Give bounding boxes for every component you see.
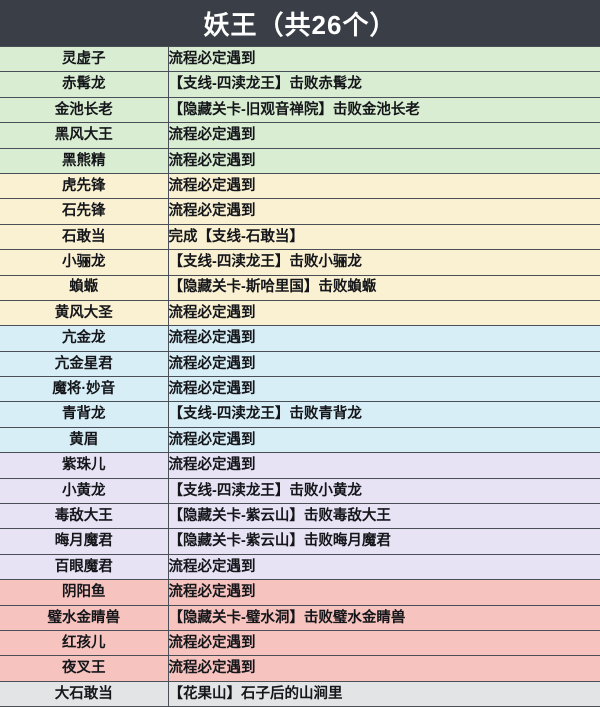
table-row[interactable]: 百眼魔君 流程必定遇到 [0,553,600,581]
boss-name-cell: 青背龙 [0,401,169,428]
boss-name-cell: 虎先锋 [0,172,169,200]
boss-unlock-cell: 【隐藏关卡-斯哈里国】击败蝜蝂 [168,274,600,301]
boss-unlock-cell: 流程必定遇到 [168,553,600,581]
table-row[interactable]: 亢金星君 流程必定遇到 [0,350,600,378]
boss-name-cell: 亢金龙 [0,325,169,352]
table-row[interactable]: 灵虚子 流程必定遇到 [0,45,600,73]
page-title-text: 妖王（共26个） [203,9,397,40]
boss-unlock-cell: 流程必定遇到 [168,299,600,327]
table-row[interactable]: 青背龙 【支线-四渎龙王】击败青背龙 [0,401,600,428]
table-row[interactable]: 黄眉 流程必定遇到 [0,426,600,454]
boss-unlock-cell: 流程必定遇到 [168,350,600,378]
boss-name-cell: 大石敢当 [0,680,169,707]
boss-table-body: 灵虚子 流程必定遇到 赤髯龙 【支线-四渎龙王】击败赤髯龙 金池长老 【隐藏关卡-旧观音禅… [0,45,600,707]
boss-name-cell: 金池长老 [0,96,169,124]
boss-unlock-cell: 流程必定遇到 [168,172,600,200]
table-row[interactable]: 黑风大王 流程必定遇到 [0,122,600,149]
table-row[interactable]: 小骊龙 【支线-四渎龙王】击败小骊龙 [0,249,600,276]
boss-name-cell: 赤髯龙 [0,71,169,98]
boss-name-cell: 小骊龙 [0,249,169,276]
table-row[interactable]: 蝜蝂 【隐藏关卡-斯哈里国】击败蝜蝂 [0,274,600,301]
table-row[interactable]: 紫珠儿 流程必定遇到 [0,452,600,479]
boss-unlock-cell: 流程必定遇到 [168,426,600,454]
boss-unlock-cell: 流程必定遇到 [168,122,600,149]
table-row[interactable]: 璧水金睛兽 【隐藏关卡-璧水洞】击败璧水金睛兽 [0,604,600,631]
boss-name-cell: 晦月魔君 [0,528,169,555]
boss-unlock-cell: 流程必定遇到 [168,147,600,174]
boss-unlock-cell: 【隐藏关卡-紫云山】击败晦月魔君 [168,528,600,555]
boss-unlock-cell: 流程必定遇到 [168,325,600,352]
boss-unlock-cell: 流程必定遇到 [168,376,600,403]
boss-unlock-cell: 流程必定遇到 [168,629,600,657]
boss-name-cell: 亢金星君 [0,350,169,378]
boss-name-cell: 红孩儿 [0,629,169,657]
boss-unlock-cell: 【支线-四渎龙王】击败青背龙 [168,401,600,428]
table-row[interactable]: 亢金龙 流程必定遇到 [0,325,600,352]
boss-unlock-cell: 流程必定遇到 [168,452,600,479]
boss-unlock-cell: 【隐藏关卡-紫云山】击败毒敌大王 [168,503,600,530]
boss-table: 灵虚子 流程必定遇到 赤髯龙 【支线-四渎龙王】击败赤髯龙 金池长老 【隐藏关卡-旧观音禅… [0,45,600,707]
boss-name-cell: 石敢当 [0,223,169,251]
table-row[interactable]: 毒敌大王 【隐藏关卡-紫云山】击败毒敌大王 [0,503,600,530]
table-row[interactable]: 小黄龙 【支线-四渎龙王】击败小黄龙 [0,477,600,505]
boss-name-cell: 小黄龙 [0,477,169,505]
boss-unlock-cell: 【隐藏关卡-璧水洞】击败璧水金睛兽 [168,604,600,631]
boss-unlock-cell: 流程必定遇到 [168,655,600,682]
boss-name-cell: 阴阳鱼 [0,579,169,606]
boss-unlock-cell: 【隐藏关卡-旧观音禅院】击败金池长老 [168,96,600,124]
boss-name-cell: 紫珠儿 [0,452,169,479]
boss-name-cell: 百眼魔君 [0,553,169,581]
boss-unlock-cell: 【支线-四渎龙王】击败赤髯龙 [168,71,600,98]
table-row[interactable]: 晦月魔君 【隐藏关卡-紫云山】击败晦月魔君 [0,528,600,555]
table-row[interactable]: 赤髯龙 【支线-四渎龙王】击败赤髯龙 [0,71,600,98]
boss-unlock-cell: 流程必定遇到 [168,198,600,225]
boss-name-cell: 璧水金睛兽 [0,604,169,631]
table-row[interactable]: 虎先锋 流程必定遇到 [0,172,600,200]
table-row[interactable]: 金池长老 【隐藏关卡-旧观音禅院】击败金池长老 [0,96,600,124]
table-row[interactable]: 夜叉王 流程必定遇到 [0,655,600,682]
boss-name-cell: 黄风大圣 [0,299,169,327]
boss-name-cell: 毒敌大王 [0,503,169,530]
boss-name-cell: 黄眉 [0,426,169,454]
table-row[interactable]: 石敢当 完成【支线-石敢当】 [0,223,600,251]
boss-unlock-cell: 【支线-四渎龙王】击败小骊龙 [168,249,600,276]
boss-name-cell: 灵虚子 [0,45,169,73]
page-title: 妖王（共26个） [0,0,600,46]
table-row[interactable]: 黑熊精 流程必定遇到 [0,147,600,174]
boss-unlock-cell: 流程必定遇到 [168,579,600,606]
boss-name-cell: 魔将·妙音 [0,376,169,403]
boss-unlock-cell: 流程必定遇到 [168,45,600,73]
table-row[interactable]: 石先锋 流程必定遇到 [0,198,600,225]
table-row[interactable]: 魔将·妙音 流程必定遇到 [0,376,600,403]
boss-name-cell: 黑风大王 [0,122,169,149]
boss-name-cell: 蝜蝂 [0,274,169,301]
boss-name-cell: 夜叉王 [0,655,169,682]
boss-name-cell: 黑熊精 [0,147,169,174]
boss-unlock-cell: 完成【支线-石敢当】 [168,223,600,251]
table-row[interactable]: 红孩儿 流程必定遇到 [0,629,600,657]
boss-unlock-cell: 【花果山】石子后的山涧里 [168,680,600,707]
table-row[interactable]: 阴阳鱼 流程必定遇到 [0,579,600,606]
boss-name-cell: 石先锋 [0,198,169,225]
table-row[interactable]: 大石敢当 【花果山】石子后的山涧里 [0,680,600,707]
boss-unlock-cell: 【支线-四渎龙王】击败小黄龙 [168,477,600,505]
table-row[interactable]: 黄风大圣 流程必定遇到 [0,299,600,327]
